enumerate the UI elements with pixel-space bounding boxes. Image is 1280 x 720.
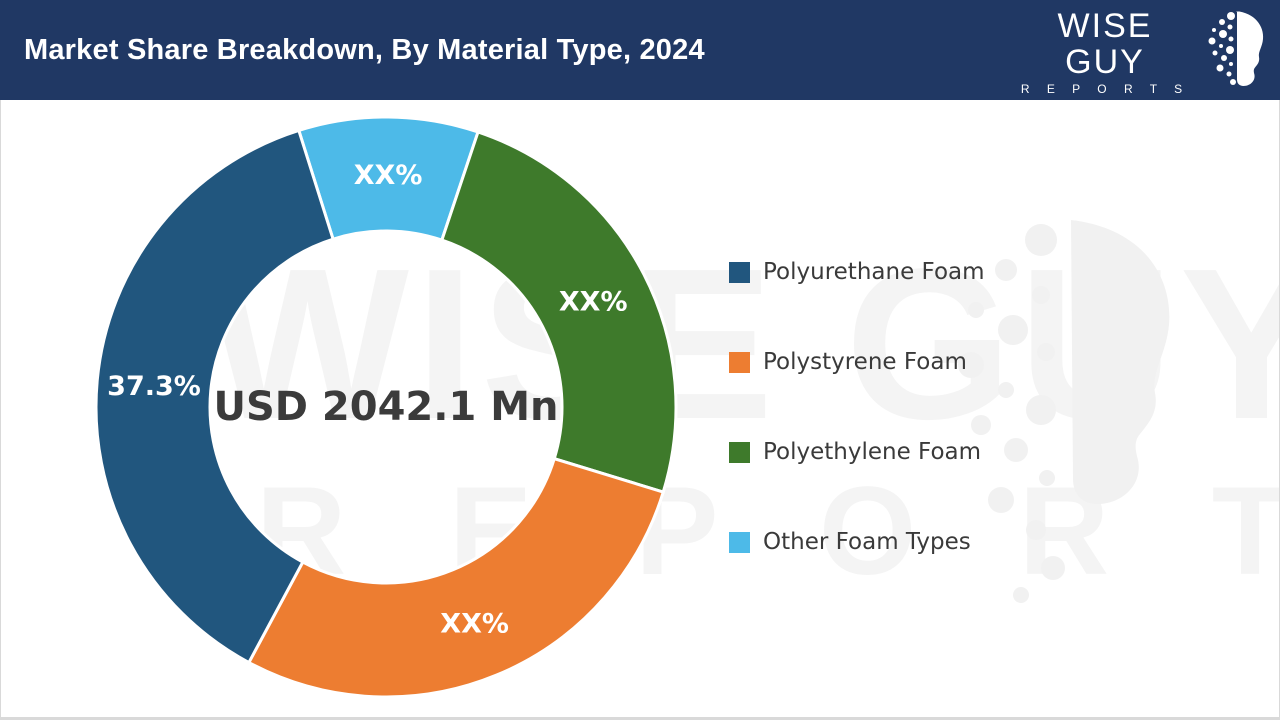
segment-label-2: XX% [440, 608, 509, 639]
segment-label-3: 37.3% [107, 371, 201, 402]
legend: Polyurethane Foam Polystyrene Foam Polye… [729, 258, 985, 618]
legend-item-polyurethane-foam: Polyurethane Foam [729, 258, 985, 286]
segment-label-1: XX% [559, 286, 628, 317]
page-title: Market Share Breakdown, By Material Type… [24, 33, 705, 66]
donut-chart: XX% XX% XX% 37.3% USD 2042.1 Mn [86, 107, 686, 707]
brand-logo: WISE GUY R E P O R T S [1016, 8, 1266, 96]
legend-item-polystyrene-foam: Polystyrene Foam [729, 348, 985, 376]
segment-polystyrene-foam [246, 456, 666, 699]
brand-logo-text: WISE GUY R E P O R T S [1016, 8, 1194, 96]
legend-item-other-foam-types: Other Foam Types [729, 528, 985, 556]
brand-name: WISE GUY [1057, 7, 1153, 81]
brand-subname: R E P O R T S [1020, 82, 1190, 96]
legend-swatch-polyurethane-foam [729, 261, 750, 283]
chart-canvas: WISE GUY R E P O R T S [0, 100, 1280, 720]
legend-label: Polyethylene Foam [763, 439, 982, 465]
legend-item-polyethylene-foam: Polyethylene Foam [729, 438, 985, 466]
legend-swatch-other-foam-types [729, 531, 750, 553]
logo-face-icon [1200, 8, 1266, 96]
legend-label: Polystyrene Foam [763, 349, 967, 375]
legend-swatch-polyethylene-foam [729, 441, 750, 463]
legend-label: Other Foam Types [763, 529, 971, 555]
page-header: Market Share Breakdown, By Material Type… [0, 0, 1280, 100]
donut-svg: XX% XX% XX% 37.3% [94, 115, 678, 699]
segment-label-0: XX% [354, 160, 423, 191]
legend-label: Polyurethane Foam [763, 259, 985, 285]
segment-polyurethane-foam [94, 128, 335, 665]
segment-polyethylene-foam [439, 130, 678, 494]
legend-swatch-polystyrene-foam [729, 351, 750, 373]
